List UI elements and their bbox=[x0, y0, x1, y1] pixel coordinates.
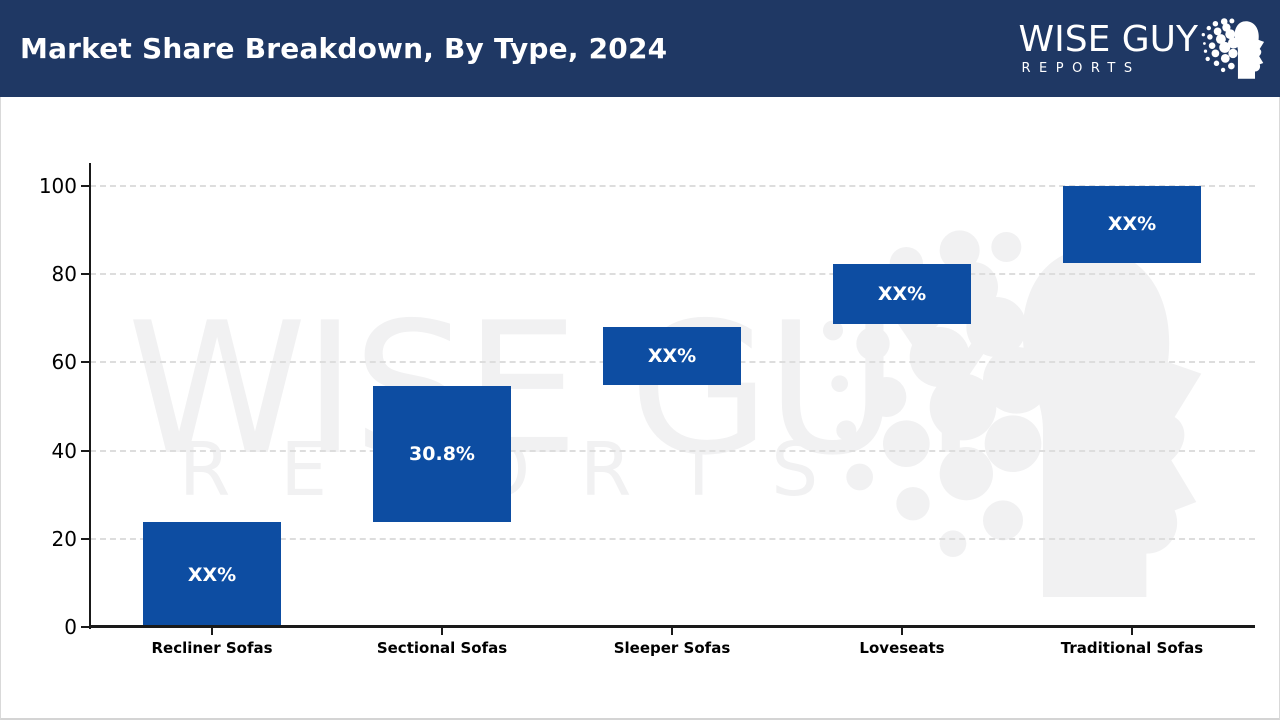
bar-traditional-sofas: XX% bbox=[1063, 186, 1201, 263]
bar-recliner-sofas: XX% bbox=[143, 522, 281, 627]
y-tick-0 bbox=[81, 626, 89, 628]
y-tick-label: 80 bbox=[51, 262, 77, 287]
wiseguy-head-logo-icon bbox=[1200, 7, 1266, 91]
gridline-y20 bbox=[90, 537, 1255, 540]
x-category-label: Sectional Sofas bbox=[376, 639, 508, 657]
bar-value-label: XX% bbox=[187, 563, 237, 586]
logo-subtitle: REPORTS bbox=[1021, 60, 1141, 76]
x-tick-2 bbox=[671, 628, 673, 635]
bar-value-label: XX% bbox=[877, 282, 927, 305]
header-bar: Market Share Breakdown, By Type, 2024 WI… bbox=[0, 0, 1280, 97]
x-tick-4 bbox=[1131, 628, 1133, 635]
y-tick-label: 40 bbox=[51, 438, 77, 463]
bar-value-label: XX% bbox=[1107, 213, 1157, 236]
x-tick-1 bbox=[441, 628, 443, 635]
x-category-label: Sleeper Sofas bbox=[613, 639, 731, 657]
y-tick-label: 60 bbox=[51, 350, 77, 375]
gridline-y80 bbox=[90, 273, 1255, 276]
y-tick-60 bbox=[81, 361, 89, 364]
page-title: Market Share Breakdown, By Type, 2024 bbox=[20, 32, 668, 65]
wiseguy-logo: WISE GUY REPORTS bbox=[1019, 7, 1267, 91]
x-category-label: Recliner Sofas bbox=[151, 639, 273, 657]
y-tick-100 bbox=[81, 185, 89, 187]
gridline-y100 bbox=[90, 185, 1255, 187]
watermark-subtitle: REPORTS bbox=[179, 427, 869, 513]
chart-card: WISE GUY REPORTS 0 20 40 60 80 100 XX% Recliner… bbox=[0, 97, 1280, 720]
bar-sleeper-sofas: XX% bbox=[603, 326, 741, 385]
logo-wordmark: WISE GUY bbox=[1018, 18, 1199, 60]
y-tick-label: 0 bbox=[64, 615, 77, 639]
y-tick-20 bbox=[81, 537, 89, 540]
bar-value-label: 30.8% bbox=[409, 443, 475, 466]
y-tick-label: 20 bbox=[51, 526, 77, 551]
y-tick-40 bbox=[81, 449, 89, 452]
x-tick-0 bbox=[211, 628, 213, 635]
bar-loveseats: XX% bbox=[833, 263, 971, 324]
y-tick-label: 100 bbox=[38, 174, 77, 198]
gridline-y40 bbox=[90, 449, 1255, 452]
x-tick-3 bbox=[901, 628, 903, 635]
bar-sectional-sofas: 30.8% bbox=[373, 386, 511, 523]
x-axis-line bbox=[89, 625, 1255, 628]
bar-value-label: XX% bbox=[647, 344, 697, 367]
x-category-label: Traditional Sofas bbox=[1060, 639, 1204, 657]
y-axis-line bbox=[89, 163, 91, 629]
x-category-label: Loveseats bbox=[859, 639, 945, 657]
y-tick-80 bbox=[81, 273, 89, 276]
wiseguy-logo-text: WISE GUY REPORTS bbox=[1018, 18, 1199, 76]
